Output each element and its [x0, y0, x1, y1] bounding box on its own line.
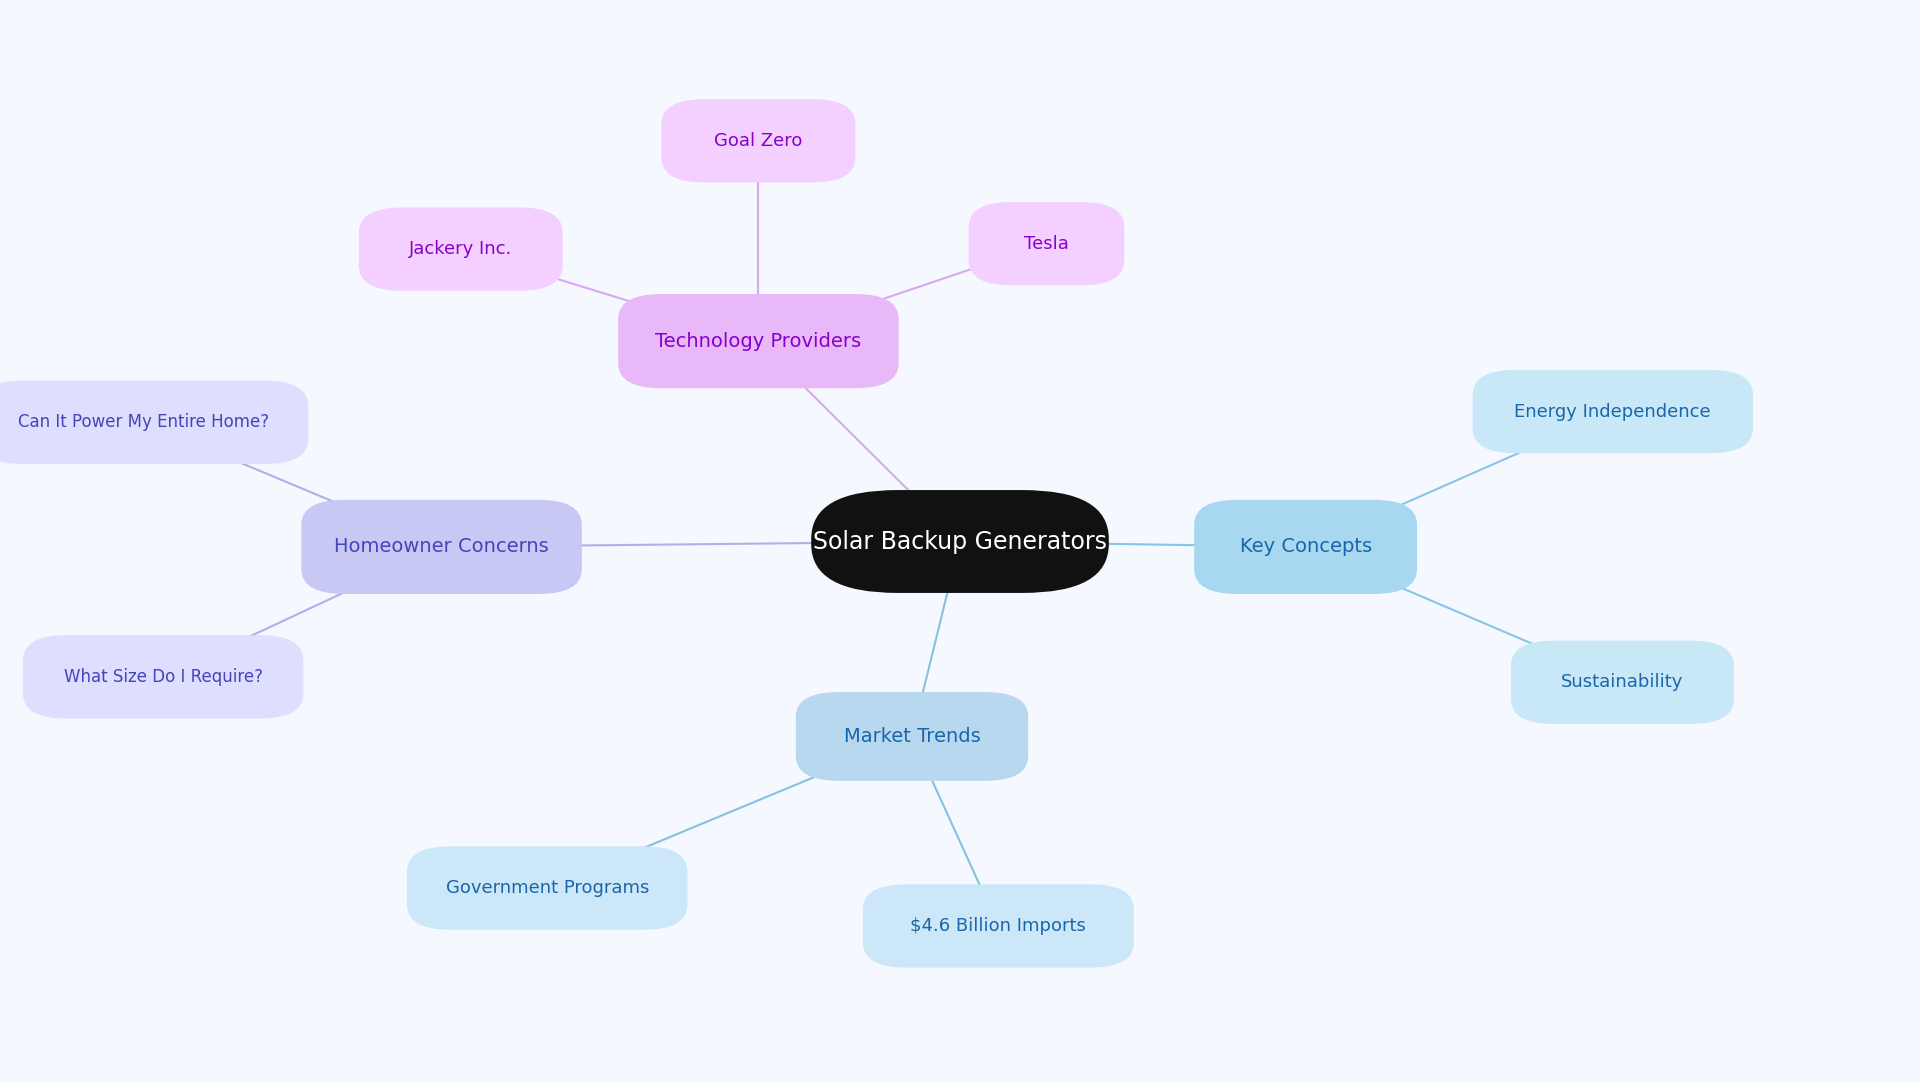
Text: Key Concepts: Key Concepts: [1240, 537, 1371, 557]
FancyBboxPatch shape: [810, 490, 1110, 593]
Text: Homeowner Concerns: Homeowner Concerns: [334, 537, 549, 557]
FancyBboxPatch shape: [0, 382, 307, 464]
FancyBboxPatch shape: [1194, 500, 1417, 593]
FancyBboxPatch shape: [970, 204, 1123, 284]
FancyBboxPatch shape: [1475, 370, 1751, 453]
Text: Jackery Inc.: Jackery Inc.: [409, 240, 513, 258]
Text: Market Trends: Market Trends: [843, 727, 981, 746]
FancyBboxPatch shape: [303, 500, 580, 593]
FancyBboxPatch shape: [407, 847, 685, 929]
FancyBboxPatch shape: [25, 637, 301, 717]
Text: $4.6 Billion Imports: $4.6 Billion Imports: [910, 917, 1087, 935]
Text: Solar Backup Generators: Solar Backup Generators: [812, 530, 1108, 553]
Text: Energy Independence: Energy Independence: [1515, 403, 1711, 420]
Text: Sustainability: Sustainability: [1561, 674, 1684, 691]
FancyBboxPatch shape: [618, 295, 899, 387]
Text: Tesla: Tesla: [1023, 235, 1069, 252]
FancyBboxPatch shape: [662, 101, 854, 182]
Text: Goal Zero: Goal Zero: [714, 132, 803, 149]
Text: Can It Power My Entire Home?: Can It Power My Entire Home?: [19, 414, 269, 431]
Text: Government Programs: Government Programs: [445, 879, 649, 897]
FancyBboxPatch shape: [797, 693, 1027, 780]
FancyBboxPatch shape: [1513, 641, 1732, 723]
Text: What Size Do I Require?: What Size Do I Require?: [63, 668, 263, 686]
FancyBboxPatch shape: [864, 886, 1133, 967]
Text: Technology Providers: Technology Providers: [655, 331, 862, 351]
FancyBboxPatch shape: [361, 208, 561, 289]
